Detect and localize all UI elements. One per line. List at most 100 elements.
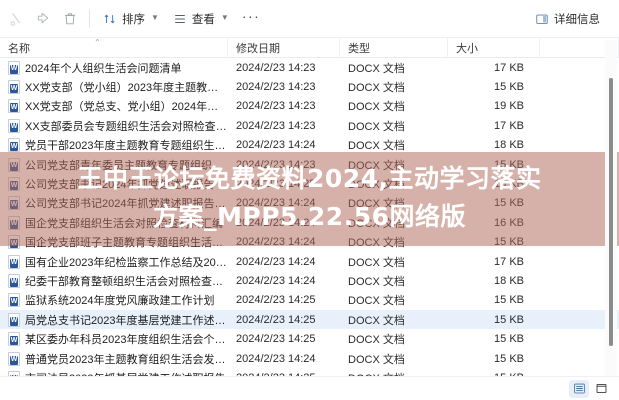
cut-button[interactable] (4, 6, 30, 32)
file-name-cell: 局党总支书记2023年度基层党建工作述职报告 (0, 312, 228, 328)
trash-icon (63, 11, 77, 26)
word-document-icon (8, 177, 20, 192)
file-name-cell: 公司党支部书记2024年抓党建述职报告材料 (0, 195, 228, 211)
file-size-cell: 16 KB (494, 216, 524, 229)
file-size-cell: 15 KB (494, 352, 524, 365)
file-date-cell: 2024/2/23 14:23 (236, 61, 316, 74)
file-type-cell: DOCX 文档 (348, 237, 405, 250)
file-row[interactable]: 纪委干部教育整顿组织生活会对照检查材料 2024/2/23 14:24 DOCX 文… (0, 271, 619, 290)
file-name-label: XX支部委员会专题组织生活会对照检查材料 (25, 120, 228, 133)
file-date-cell: 2024/2/23 14:24 (236, 352, 316, 365)
file-size-cell: 15 KB (494, 294, 524, 307)
word-document-icon (8, 196, 20, 211)
large-icons-view-toggle[interactable] (591, 380, 611, 398)
file-name-cell: 某区委办年科员2023年度组织生活会个人发言... (0, 331, 228, 347)
file-size-cell: 17 KB (494, 61, 524, 74)
view-button[interactable]: 查看 ▼ (166, 6, 236, 32)
file-size-cell: 15 KB (494, 333, 524, 346)
status-bar (0, 376, 619, 400)
word-document-icon (8, 60, 20, 75)
sort-arrows-icon (103, 12, 117, 26)
chevron-down-icon: ▼ (220, 13, 229, 22)
file-type-cell: DOCX 文档 (348, 275, 405, 288)
file-row[interactable]: 某区委办年科员2023年度组织生活会个人发言... 2024/2/23 14:25… (0, 329, 619, 348)
file-name-cell: XX党支部（党小组）2023年度主题教育专题组... (0, 79, 228, 95)
word-document-icon (8, 138, 20, 153)
delete-button[interactable] (57, 6, 83, 32)
file-date-cell: 2024/2/23 14:24 (236, 216, 316, 229)
file-size-cell: 15 KB (494, 178, 524, 191)
file-name-cell: XX支部委员会专题组织生活会对照检查材料 (0, 118, 228, 134)
details-pane-button[interactable]: 详细信息 (528, 6, 607, 32)
file-row[interactable]: 公司党支部青年委员主题教育专题组织生活会个... 2024/2/23 14:23 D… (0, 155, 619, 174)
file-date-cell: 2024/2/23 14:24 (236, 139, 316, 152)
file-list[interactable]: 2024年个人组织生活会问题清单 2024/2/23 14:23 DOCX 文档 17… (0, 58, 619, 376)
vertical-scrollbar-thumb[interactable] (609, 78, 613, 346)
file-row[interactable]: 公司党支部书记2024年抓党建述职报告 2024/2/23 14:25 DOCX 文… (0, 174, 619, 193)
word-document-icon (8, 332, 20, 347)
sort-button[interactable]: 排序 ▼ (96, 6, 166, 32)
file-name-cell: 2024年个人组织生活会问题清单 (0, 60, 228, 76)
file-date-cell: 2024/2/23 14:24 (236, 236, 316, 249)
file-name-cell: 公司党支部青年委员主题教育专题组织生活会个... (0, 157, 228, 173)
column-header-name[interactable]: 名称 ⌃ (0, 37, 228, 58)
file-name-label: XX党支部（党总支、党小组）2024年度主题教... (25, 101, 228, 114)
file-name-label: 局党总支书记2023年度基层党建工作述职报告 (25, 314, 228, 327)
file-name-cell: 市司法局2023年抓基层党建工作述职报告 (0, 370, 228, 376)
file-row[interactable]: 公司党支部书记2024年抓党建述职报告材料 2024/2/23 14:24 DOCX… (0, 194, 619, 213)
word-document-icon (8, 235, 20, 250)
file-type-cell: DOCX 文档 (348, 198, 405, 211)
file-type-cell: DOCX 文档 (348, 140, 405, 153)
file-row[interactable]: 党员干部2023年度主题教育专题组织生活会个... 2024/2/23 14:24… (0, 136, 619, 155)
cut-icon (10, 12, 24, 26)
file-name-label: 公司党支部书记2024年抓党建述职报告材料 (25, 198, 228, 211)
sort-label: 排序 (122, 13, 145, 26)
file-name-cell: 公司党支部书记2024年抓党建述职报告 (0, 176, 228, 192)
file-name-label: 2024年个人组织生活会问题清单 (25, 62, 182, 75)
column-header-type[interactable]: 类型 (340, 37, 448, 58)
word-document-icon (8, 118, 20, 133)
word-document-icon (8, 351, 20, 366)
file-type-cell: DOCX 文档 (348, 295, 405, 308)
file-row[interactable]: 2024年个人组织生活会问题清单 2024/2/23 14:23 DOCX 文档 17… (0, 58, 619, 77)
file-name-cell: XX党支部（党总支、党小组）2024年度主题教... (0, 98, 228, 114)
file-name-label: 监狱系统2024年度党风廉政建工作计划 (25, 295, 215, 308)
file-size-cell: 15 KB (494, 158, 524, 171)
column-header-date[interactable]: 修改日期 (228, 37, 340, 58)
file-row[interactable]: XX支部委员会专题组织生活会对照检查材料 2024/2/23 14:23 DOCX … (0, 116, 619, 135)
file-row[interactable]: XX党支部（党小组）2023年度主题教育专题组... 2024/2/23 14:2… (0, 77, 619, 96)
file-row[interactable]: 国有企业2023年纪检监察工作总结及2024年工... 2024/2/23 14:… (0, 252, 619, 271)
share-button[interactable] (30, 6, 57, 32)
file-name-label: 普通党员2023年主题教育组织生活会发言材料 (25, 353, 228, 366)
file-date-cell: 2024/2/23 14:23 (236, 119, 316, 132)
file-name-cell: 党员干部2023年度主题教育专题组织生活会个... (0, 137, 228, 153)
file-row[interactable]: 国企党支部班子主题教育专题组织生活会对照检... 2024/2/23 14:24 D… (0, 233, 619, 252)
file-date-cell: 2024/2/23 14:25 (236, 313, 316, 326)
file-date-cell: 2024/2/23 14:23 (236, 100, 316, 113)
file-type-cell: DOCX 文档 (348, 314, 405, 327)
file-date-cell: 2024/2/23 14:24 (236, 274, 316, 287)
view-label: 查看 (191, 13, 215, 26)
file-row[interactable]: XX党支部（党总支、党小组）2024年度主题教... 2024/2/23 14:2… (0, 97, 619, 116)
share-icon (36, 11, 51, 26)
word-document-icon (8, 273, 20, 288)
file-type-cell: DOCX 文档 (348, 334, 405, 347)
word-document-icon (8, 215, 20, 230)
list-lines-icon (173, 12, 187, 26)
large-icons-view-icon (595, 382, 608, 395)
file-row[interactable]: 局党总支书记2023年度基层党建工作述职报告 2024/2/23 14:25 DOC… (0, 310, 619, 330)
file-type-cell: DOCX 文档 (348, 82, 405, 95)
column-header-name-label: 名称 (8, 42, 30, 55)
more-options-button[interactable]: ··· (236, 6, 267, 32)
file-name-cell: 国企党支部组织生活会对照检查材料汇编 (0, 215, 228, 231)
list-view-toggle[interactable] (569, 379, 589, 398)
file-row[interactable]: 普通党员2023年主题教育组织生活会发言材料 2024/2/23 14:24 DOC… (0, 349, 619, 368)
file-row[interactable]: 市司法局2023年抓基层党建工作述职报告2024/2/23 14:25DOCX … (0, 368, 619, 376)
file-date-cell: 2024/2/23 14:25 (236, 294, 316, 307)
file-row[interactable]: 监狱系统2024年度党风廉政建工作计划 2024/2/23 14:25 DOCX 文… (0, 291, 619, 310)
details-pane-label: 详细信息 (554, 13, 600, 26)
details-pane-icon (535, 12, 549, 26)
column-header-size[interactable]: 大小 (448, 37, 540, 58)
file-row[interactable]: 国企党支部组织生活会对照检查材料汇编 2024/2/23 14:24 DOCX 文档… (0, 213, 619, 232)
